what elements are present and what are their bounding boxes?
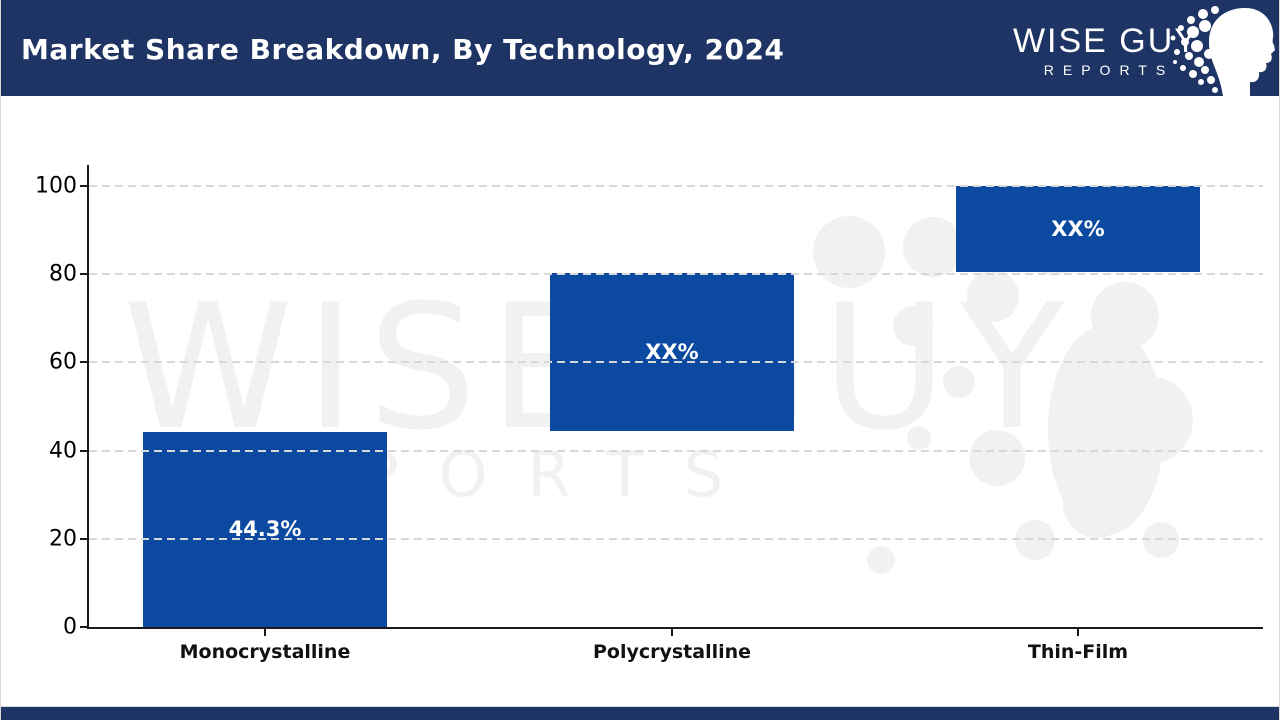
category-label-thin-film: Thin-Film [1027, 641, 1129, 663]
y-tick-mark [80, 537, 89, 540]
gridline [89, 273, 1263, 276]
chart-title: Market Share Breakdown, By Technology, 2… [21, 33, 785, 66]
bar-value-label: XX% [1051, 216, 1105, 241]
y-axis-line [87, 165, 89, 629]
x-tick-mark [671, 627, 673, 636]
footer-band [1, 707, 1279, 720]
y-tick-mark [80, 273, 89, 276]
y-tick-label: 80 [49, 261, 77, 287]
wiseguy-logo-line1: WISE GUY [1012, 22, 1199, 60]
category-label-monocrystalline: Monocrystalline [179, 641, 351, 663]
bar-monocrystalline [143, 431, 387, 627]
y-tick-label: 0 [63, 614, 77, 640]
gridline [89, 449, 1263, 452]
x-tick-mark [1077, 627, 1079, 636]
y-tick-label: 60 [49, 349, 77, 375]
bar-chart: 44.3% XX% XX% 0 20 40 60 80 100 Monocrystalline Po… [1, 96, 1279, 707]
gridline [89, 185, 1263, 187]
y-tick-mark [80, 185, 89, 187]
wiseguy-head-icon [1170, 6, 1275, 96]
bottom-hairline [1, 706, 1279, 707]
y-tick-mark [80, 626, 89, 628]
y-tick-mark [80, 361, 89, 364]
bar-value-label: XX% [645, 340, 699, 365]
y-tick-label: 20 [49, 526, 77, 552]
wiseguy-logo-line2: REPORTS [1043, 62, 1175, 78]
gridline [89, 361, 1263, 364]
y-tick-label: 40 [49, 438, 77, 464]
x-tick-mark [264, 627, 266, 636]
wiseguy-logo-text: WISE GUY REPORTS [1013, 24, 1199, 78]
bar-polycrystalline [550, 272, 794, 432]
y-tick-mark [80, 449, 89, 452]
x-axis-line [87, 627, 1263, 629]
category-label-polycrystalline: Polycrystalline [592, 641, 752, 663]
gridline [89, 537, 1263, 540]
y-tick-label: 100 [35, 173, 77, 199]
header-band: Market Share Breakdown, By Technology, 2… [1, 0, 1279, 96]
bar-value-label: 44.3% [228, 517, 302, 542]
bar-thin-film [956, 186, 1200, 272]
wiseguy-logo: WISE GUY REPORTS [977, 0, 1277, 96]
